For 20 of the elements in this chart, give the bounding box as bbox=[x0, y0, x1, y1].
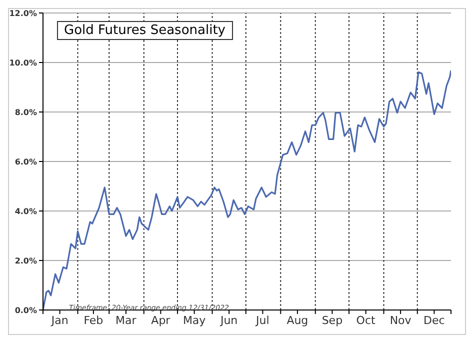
x-tick-label: May bbox=[182, 314, 206, 327]
text: Gold Futures Seasonality bbox=[57, 21, 232, 40]
x-tick-label: Jan bbox=[50, 314, 68, 327]
x-tick-label: Apr bbox=[151, 314, 171, 327]
x-tick-label: Jul bbox=[255, 314, 270, 327]
x-tick-label: Jun bbox=[219, 314, 238, 327]
x-tick-label: Dec bbox=[424, 314, 445, 327]
x-tick-label: Nov bbox=[390, 314, 412, 327]
x-tick-label: Oct bbox=[356, 314, 376, 327]
x-tick-label: Mar bbox=[116, 314, 137, 327]
y-tick-label: 6.0% bbox=[14, 157, 37, 166]
x-tick-label: Sep bbox=[322, 314, 343, 327]
x-tick-label: Feb bbox=[84, 314, 104, 327]
y-tick-label: 10.0% bbox=[9, 58, 37, 68]
y-tick-label: 2.0% bbox=[14, 256, 37, 266]
y-tick-label: 4.0% bbox=[14, 206, 37, 216]
x-tick-label: Aug bbox=[286, 314, 308, 327]
y-tick-label: 8.0% bbox=[14, 108, 37, 117]
y-tick-label: 12.0% bbox=[9, 8, 37, 18]
y-tick-label: 0.0% bbox=[14, 306, 37, 315]
